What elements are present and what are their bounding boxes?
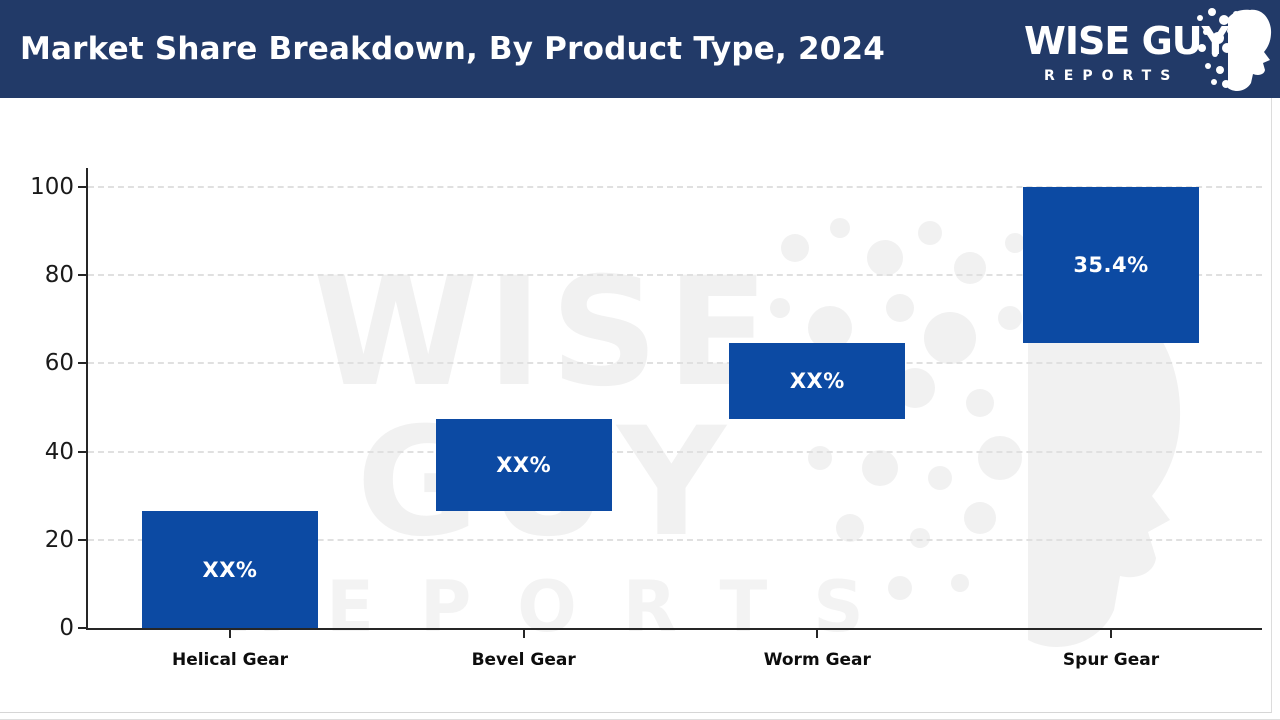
y-tick-label: 40 [44,438,74,465]
bar-value-label: 35.4% [1073,253,1149,278]
y-tick-mark [78,274,86,277]
x-tick-mark [1110,630,1112,638]
y-tick-mark [78,186,86,188]
x-tick-mark [522,630,525,638]
x-tick-mark [816,630,819,638]
chart-area: WISE GUY REPORTS 020406080100XX%Helical … [0,98,1272,713]
y-axis-spine [86,168,88,630]
y-tick-label: 20 [44,526,74,553]
header-bar: Market Share Breakdown, By Product Type,… [0,0,1280,98]
y-tick-mark [78,627,86,629]
wise-guy-logo: WISE GUY REPORTS [1024,8,1272,91]
y-tick-label: 0 [59,615,74,641]
gridline [88,362,1262,365]
y-tick-mark [78,362,86,365]
logo-text-line1: WISE GUY [1024,19,1230,63]
chart-title: Market Share Breakdown, By Product Type,… [20,31,886,67]
gridline [88,274,1262,277]
x-axis-spine [86,628,1262,630]
bar-helical-gear: XX% [142,511,318,628]
plot-area: 0 20 40 60 80 100 XX% Helical Gear XX% Bevel Gear… [30,168,1262,670]
gridline [88,186,1262,188]
y-tick-label: 100 [30,174,74,200]
bar-value-label: XX% [496,452,552,477]
watermark-text-line2: REPORTS [226,566,910,648]
bar-worm-gear: XX% [729,343,906,419]
bar-value-label: XX% [202,557,258,582]
logo-text-line2: REPORTS [1044,68,1179,84]
x-axis-label-bevel-gear: Bevel Gear [471,650,576,670]
y-tick-mark [78,450,86,453]
y-tick-label: 60 [44,350,74,377]
y-tick-label: 80 [44,262,74,289]
x-axis-label-spur-gear: Spur Gear [1062,650,1160,670]
gridline [88,450,1262,453]
x-axis-label-worm-gear: Worm Gear [763,650,871,670]
y-tick-mark [78,538,86,541]
x-axis-label-helical-gear: Helical Gear [171,650,289,670]
bar-bevel-gear: XX% [435,418,612,512]
x-tick-mark [229,630,231,638]
gridline [88,538,1262,541]
bar-value-label: XX% [789,368,845,393]
logo-face-profile-icon [1228,9,1272,91]
bar-spur-gear: 35.4% [1023,187,1199,344]
